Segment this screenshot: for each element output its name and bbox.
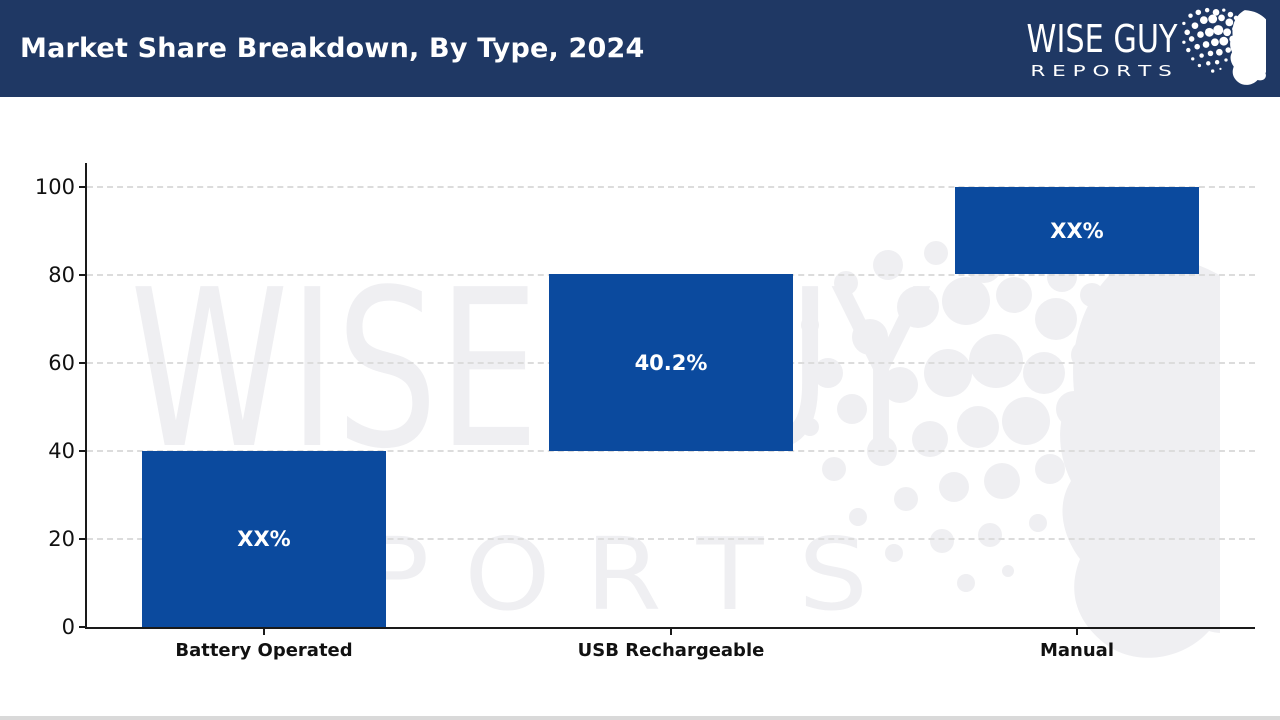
x-axis-tick xyxy=(1076,629,1078,635)
bar: XX% xyxy=(142,451,386,627)
gridline xyxy=(87,538,1255,540)
gridline xyxy=(87,186,1255,188)
y-axis-tick xyxy=(79,538,87,540)
y-axis-tick xyxy=(79,450,87,452)
header: Market Share Breakdown, By Type, 2024 xyxy=(0,0,1280,97)
y-axis-tick xyxy=(79,362,87,364)
plot-area: 0 20 40 60 80 100 XX% Battery Operated 40.2% USB … xyxy=(0,97,1280,716)
y-axis-tick-label: 20 xyxy=(48,527,75,551)
logo-line2: R E P O R T S xyxy=(1030,61,1171,79)
x-axis-line xyxy=(85,627,1255,629)
y-axis-tick-label: 100 xyxy=(34,175,75,199)
y-axis-tick xyxy=(79,274,87,276)
x-axis-category-label: USB Rechargeable xyxy=(577,640,765,661)
y-axis-tick-label: 0 xyxy=(61,615,75,639)
gridline xyxy=(87,450,1255,452)
x-axis-tick xyxy=(263,629,265,635)
y-axis-tick-label: 80 xyxy=(48,263,75,287)
bar-value-label: 40.2% xyxy=(634,350,708,375)
x-axis-category-label: Manual xyxy=(1039,640,1114,661)
bar-value-label: XX% xyxy=(237,527,291,551)
bottom-border xyxy=(0,716,1280,720)
page-title: Market Share Breakdown, By Type, 2024 xyxy=(20,33,645,64)
logo-line1: WISE GUY xyxy=(1027,17,1178,61)
y-axis-tick xyxy=(79,186,87,188)
y-axis-tick xyxy=(79,626,87,628)
bar: XX% xyxy=(955,187,1199,275)
y-axis-line xyxy=(85,163,87,629)
bar-value-label: XX% xyxy=(1050,218,1104,243)
x-axis-tick xyxy=(670,629,672,635)
bar: 40.2% xyxy=(549,274,793,451)
chart-area: WISE GUY R E P O R T S 0 20 40 60 80 100 XX% Ba… xyxy=(0,97,1280,716)
face-dots-icon xyxy=(1182,7,1266,85)
y-axis-tick-label: 60 xyxy=(48,351,75,375)
wise-guy-logo: WISE GUY R E P O R T S xyxy=(1027,7,1266,85)
x-axis-category-label: Battery Operated xyxy=(175,640,353,661)
y-axis-tick-label: 40 xyxy=(48,439,75,463)
